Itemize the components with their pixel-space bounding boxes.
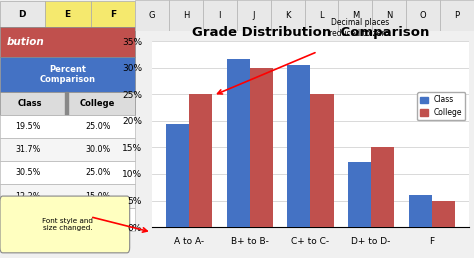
- Text: 25.0%: 25.0%: [85, 122, 111, 131]
- Bar: [0, 208, 135, 231]
- Bar: [440, 0, 474, 31]
- Text: J: J: [253, 11, 255, 20]
- Bar: [0, 57, 135, 92]
- Text: N: N: [386, 11, 392, 20]
- Bar: [271, 0, 304, 31]
- Text: O: O: [420, 11, 427, 20]
- Bar: [250, 68, 273, 227]
- Text: G: G: [149, 11, 155, 20]
- Bar: [237, 0, 271, 31]
- Bar: [0, 1, 45, 27]
- FancyBboxPatch shape: [0, 196, 130, 253]
- Text: College: College: [80, 99, 115, 108]
- Bar: [203, 0, 237, 31]
- Bar: [135, 0, 169, 31]
- Bar: [65, 92, 67, 115]
- Text: H: H: [183, 11, 189, 20]
- Title: Grade Distribution  Comparison: Grade Distribution Comparison: [192, 26, 429, 39]
- Bar: [304, 0, 338, 31]
- Text: P: P: [455, 11, 460, 20]
- Text: I: I: [219, 11, 221, 20]
- Bar: [373, 0, 406, 31]
- Text: Percent
Comparison: Percent Comparison: [39, 64, 96, 84]
- Bar: [0, 161, 135, 184]
- Bar: [227, 59, 250, 227]
- Bar: [0, 184, 135, 208]
- Bar: [287, 65, 310, 227]
- Text: L: L: [319, 11, 324, 20]
- Legend: Class, College: Class, College: [417, 92, 465, 120]
- Text: 5.0%: 5.0%: [91, 215, 111, 224]
- Text: D: D: [18, 10, 26, 19]
- Bar: [0, 92, 135, 115]
- Text: M: M: [352, 11, 359, 20]
- Text: Font style and
size changed.: Font style and size changed.: [42, 218, 93, 231]
- Text: 6.1%: 6.1%: [20, 215, 40, 224]
- Bar: [310, 94, 334, 227]
- Bar: [0, 138, 135, 161]
- Bar: [189, 94, 212, 227]
- Bar: [166, 124, 189, 227]
- Bar: [348, 162, 371, 227]
- Text: F: F: [110, 10, 116, 19]
- Text: 30.0%: 30.0%: [85, 145, 111, 154]
- Bar: [409, 195, 432, 227]
- Text: 12.2%: 12.2%: [15, 192, 40, 200]
- Bar: [371, 147, 394, 227]
- Text: 19.5%: 19.5%: [15, 122, 40, 131]
- Text: 30.5%: 30.5%: [15, 168, 40, 177]
- Text: 25.0%: 25.0%: [85, 168, 111, 177]
- Text: Class: Class: [18, 99, 42, 108]
- Bar: [338, 0, 373, 31]
- Bar: [169, 0, 203, 31]
- Bar: [45, 1, 91, 27]
- Bar: [0, 27, 135, 57]
- Text: K: K: [285, 11, 291, 20]
- Bar: [406, 0, 440, 31]
- Bar: [91, 1, 135, 27]
- Text: 15.0%: 15.0%: [85, 192, 111, 200]
- Text: E: E: [64, 10, 71, 19]
- Text: 31.7%: 31.7%: [15, 145, 40, 154]
- Bar: [0, 115, 135, 138]
- Text: Decimal places
reduced to zero.: Decimal places reduced to zero.: [329, 18, 392, 38]
- Text: bution: bution: [7, 37, 45, 47]
- Bar: [432, 200, 455, 227]
